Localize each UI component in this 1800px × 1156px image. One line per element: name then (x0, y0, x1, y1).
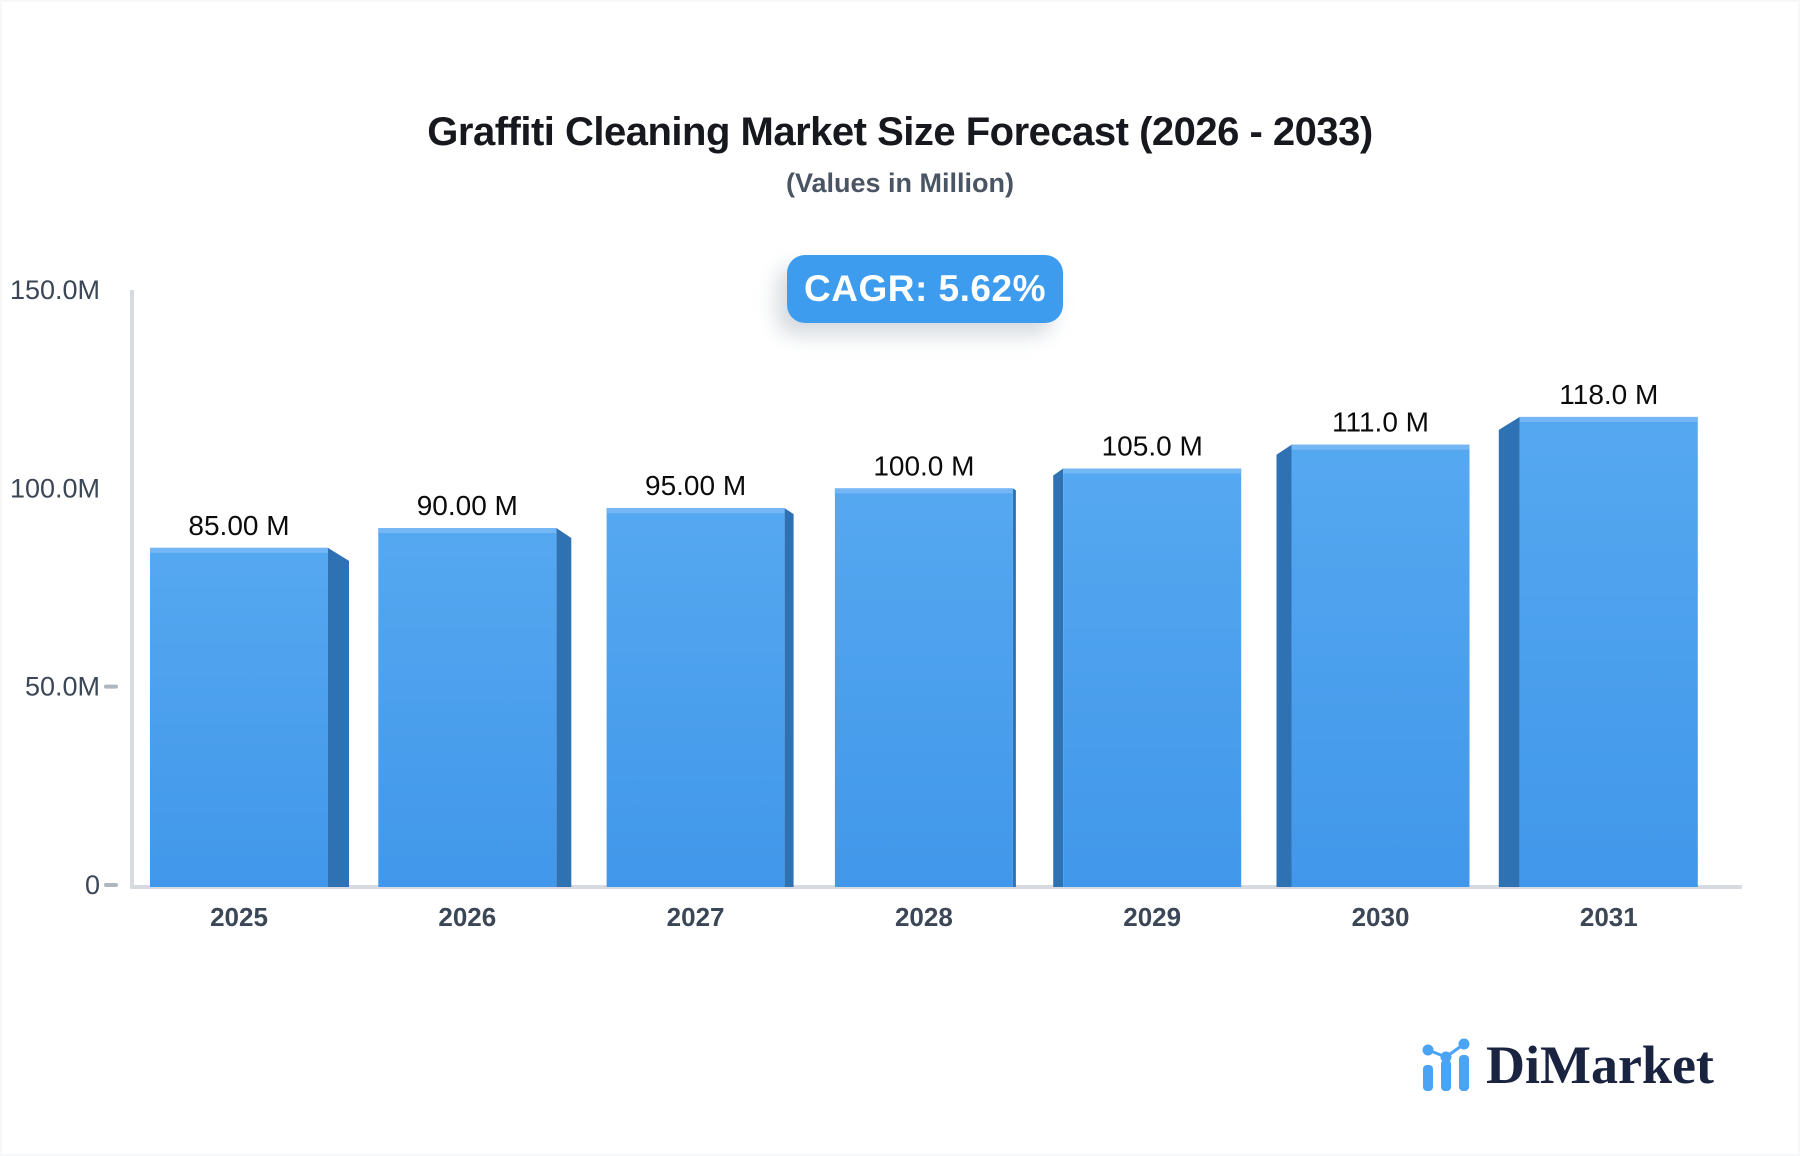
bar-value-label: 118.0 M (1559, 379, 1658, 410)
y-axis-line (130, 290, 134, 889)
bar-value-label: 105.0 M (1102, 431, 1203, 462)
bar-side-face (328, 547, 349, 887)
bar-side-face (1276, 444, 1292, 887)
bar-value-label: 90.00 M (417, 490, 518, 521)
cagr-badge-label: CAGR: 5.62% (804, 268, 1046, 309)
bar-front-face (606, 508, 785, 887)
brand-name: DiMarket (1486, 1035, 1714, 1095)
bar-side-face (556, 528, 572, 887)
y-axis-tick-dash (104, 883, 118, 887)
bar-value-label: 85.00 M (188, 510, 289, 541)
bar-chart-logo-icon (1422, 1038, 1470, 1091)
bar-value-label: 100.0 M (873, 450, 974, 481)
bars-layer (150, 416, 1698, 887)
x-axis-category-label: 2028 (895, 902, 953, 932)
bar-top-highlight (834, 488, 1013, 494)
chart-title: Graffiti Cleaning Market Size Forecast (… (427, 110, 1373, 154)
bar-front-face (150, 547, 328, 887)
bar-top-highlight (150, 547, 328, 553)
bar-value-label: 95.00 M (645, 470, 746, 501)
x-axis-category-label: 2029 (1123, 902, 1181, 932)
x-axis-category-label: 2031 (1580, 902, 1638, 932)
labels-layer: 85.00 M 2025 90.00 M 2026 95.00 M 2027 100.0 M… (188, 379, 1658, 932)
x-axis-category-label: 2030 (1352, 902, 1410, 932)
bar-front-face (1291, 444, 1470, 887)
bar-front-face (378, 528, 557, 887)
bar-top-highlight (378, 528, 557, 533)
bar-front-face (834, 488, 1013, 887)
bar-top-highlight (1063, 468, 1242, 474)
bar-side-face (1498, 416, 1520, 887)
x-axis-category-label: 2026 (438, 902, 496, 932)
y-axis-tick-label: 50.0M (25, 672, 100, 702)
y-axis-tick-label: 0 (85, 870, 100, 900)
bar-value-label: 111.0 M (1332, 407, 1429, 438)
bar-top-highlight (1519, 416, 1698, 422)
bar-front-face (1063, 468, 1242, 887)
chart-subtitle: (Values in Million) (785, 168, 1015, 198)
y-axis-tick-label: 100.0M (10, 473, 100, 503)
bar-top-highlight (1291, 444, 1470, 450)
x-axis-category-label: 2025 (210, 902, 268, 932)
bar-side-face (1053, 468, 1064, 887)
brand-watermark: DiMarket (1422, 1038, 1714, 1092)
cagr-badge: CAGR: 5.62% (787, 255, 1063, 323)
bar-side-face (784, 508, 794, 887)
bar-side-face (1012, 488, 1016, 887)
bar-front-face (1519, 416, 1698, 887)
y-axis-tick-label: 150.0M (10, 275, 100, 305)
y-axis-tick-dash (104, 684, 118, 689)
bar-top-highlight (606, 508, 785, 514)
x-axis-category-label: 2027 (667, 902, 725, 932)
